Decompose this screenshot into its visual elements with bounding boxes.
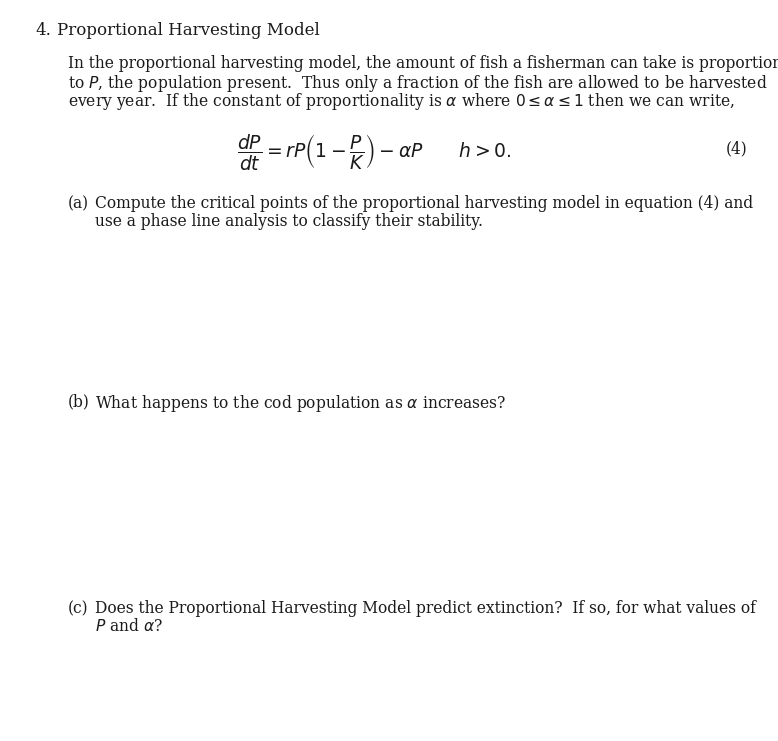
Text: (c): (c) <box>68 600 89 617</box>
Text: What happens to the cod population as $\alpha$ increases?: What happens to the cod population as $\… <box>95 393 506 414</box>
Text: Does the Proportional Harvesting Model predict extinction?  If so, for what valu: Does the Proportional Harvesting Model p… <box>95 600 756 617</box>
Text: $\dfrac{dP}{dt} = rP\left(1 - \dfrac{P}{K}\right) - \alpha P \qquad h > 0.$: $\dfrac{dP}{dt} = rP\left(1 - \dfrac{P}{… <box>237 132 511 172</box>
Text: (b): (b) <box>68 393 90 410</box>
Text: (4): (4) <box>726 140 748 157</box>
Text: Proportional Harvesting Model: Proportional Harvesting Model <box>57 22 320 39</box>
Text: (a): (a) <box>68 195 89 212</box>
Text: Compute the critical points of the proportional harvesting model in equation (4): Compute the critical points of the propo… <box>95 195 753 212</box>
Text: $P$ and $\alpha$?: $P$ and $\alpha$? <box>95 618 163 635</box>
Text: In the proportional harvesting model, the amount of fish a fisherman can take is: In the proportional harvesting model, th… <box>68 55 778 72</box>
Text: to $P$, the population present.  Thus only a fraction of the fish are allowed to: to $P$, the population present. Thus onl… <box>68 73 767 94</box>
Text: use a phase line analysis to classify their stability.: use a phase line analysis to classify th… <box>95 213 483 230</box>
Text: 4.: 4. <box>35 22 51 39</box>
Text: every year.  If the constant of proportionality is $\alpha$ where $0 \leq \alpha: every year. If the constant of proportio… <box>68 91 735 112</box>
